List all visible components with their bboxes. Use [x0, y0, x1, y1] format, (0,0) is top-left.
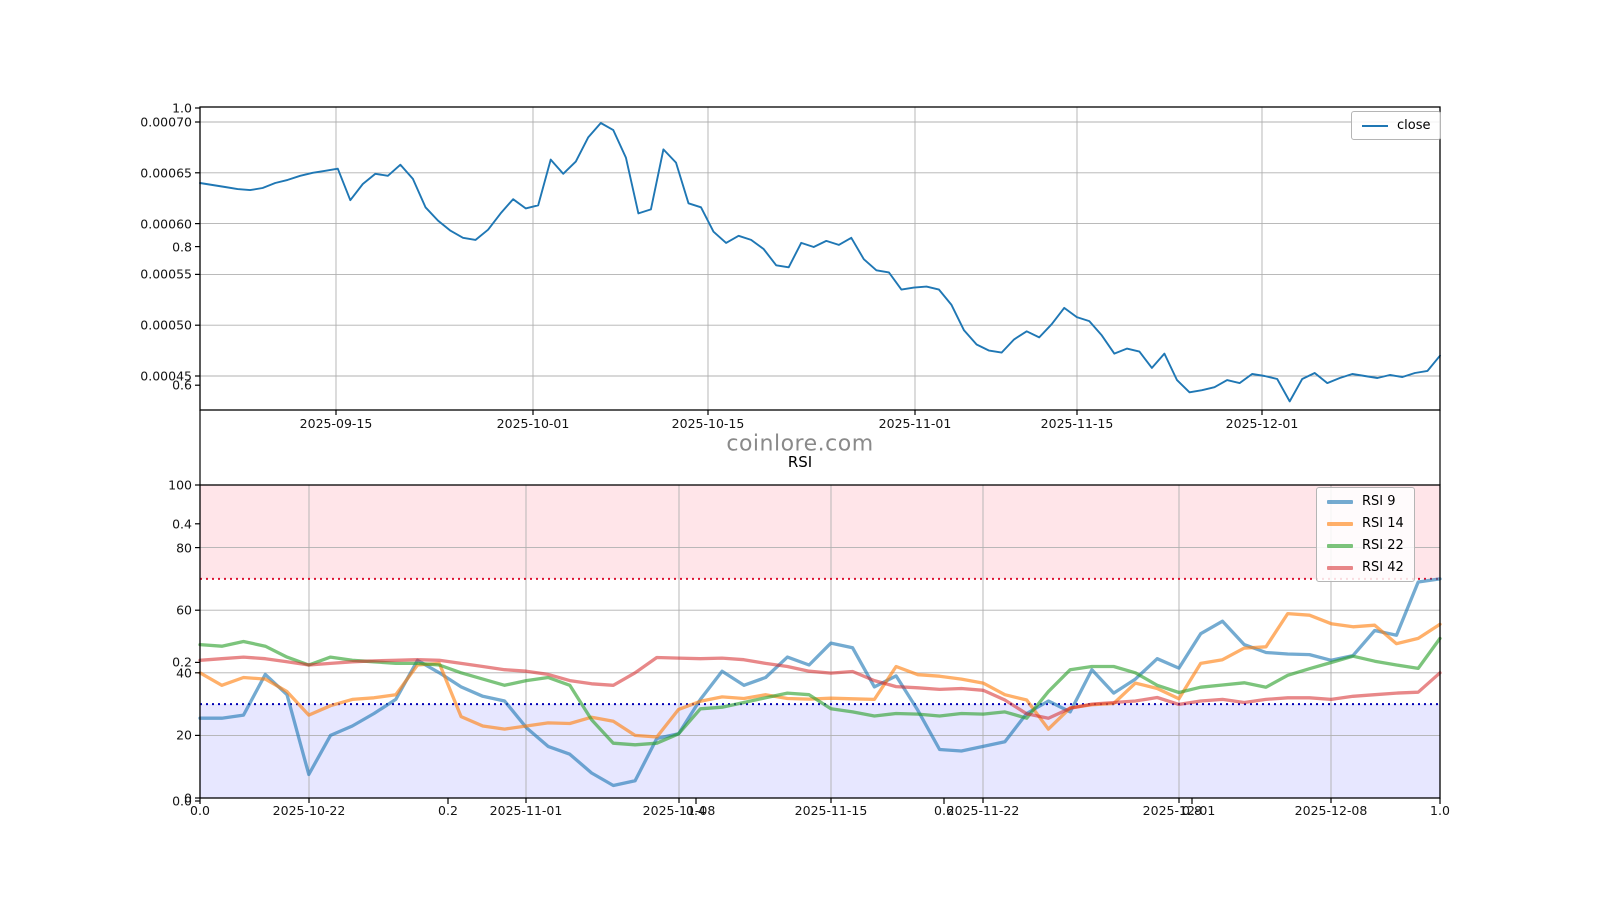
- legend-item-rsi14: RSI 14: [1327, 516, 1404, 531]
- hidden-axis-x-tick-label: 0.8: [1182, 803, 1202, 818]
- hidden-axis-x-tick-label: 0.2: [438, 803, 458, 818]
- price-y-tick-label: 0.00055: [140, 266, 192, 282]
- rsi-y-tick-label: 20: [176, 727, 192, 743]
- rsi22-line-swatch: [1327, 543, 1353, 548]
- rsi-x-tick-label: 2025-11-22: [946, 803, 1020, 818]
- rsi-x-tick-label: 2025-11-08: [642, 803, 716, 818]
- price-y-tick-label: 0.00060: [140, 216, 192, 232]
- hidden-axis-y-tick-label: 0.8: [172, 239, 192, 255]
- rsi14-line-swatch: [1327, 521, 1353, 526]
- price-x-tick-label: 2025-10-15: [671, 416, 745, 431]
- price-x-tick-label: 2025-10-01: [496, 416, 570, 431]
- hidden-axis-x-tick-label: 0.6: [934, 803, 954, 818]
- rsi-x-tick-label: 2025-11-15: [794, 803, 868, 818]
- rsi-x-tick-label: 2025-11-01: [489, 803, 563, 818]
- hidden-axis-y-tick-label: 0.4: [172, 516, 192, 532]
- hidden-axis-x-tick-label: 1.0: [1430, 803, 1450, 818]
- price-y-tick-label: 0.00065: [140, 165, 192, 181]
- rsi-y-tick-label: 80: [176, 540, 192, 556]
- rsi-x-tick-label: 2025-12-01: [1142, 803, 1216, 818]
- close-line-swatch: [1362, 124, 1388, 127]
- rsi-x-tick-label: 2025-10-22: [272, 803, 346, 818]
- legend-label-rsi14: RSI 14: [1362, 516, 1404, 531]
- price-y-tick-label: 0.00050: [140, 317, 192, 333]
- rsi-y-tick-label: 0: [184, 790, 192, 806]
- price-x-tick-label: 2025-09-15: [299, 416, 373, 431]
- hidden-axis-y-tick-label: 1.0: [172, 100, 192, 116]
- rsi-chart-title: RSI: [787, 453, 813, 471]
- watermark: coinlore.com: [726, 431, 874, 457]
- rsi-y-tick-label: 40: [176, 665, 192, 681]
- rsi-x-tick-label: 2025-12-08: [1294, 803, 1368, 818]
- legend-label-rsi42: RSI 42: [1362, 560, 1404, 575]
- legend-label-rsi22: RSI 22: [1362, 538, 1404, 553]
- price-legend: close: [1351, 111, 1442, 140]
- rsi-y-tick-label: 60: [176, 602, 192, 618]
- price-x-tick-label: 2025-12-01: [1225, 416, 1299, 431]
- price-x-tick-label: 2025-11-15: [1040, 416, 1114, 431]
- rsi42-line-swatch: [1327, 565, 1353, 570]
- rsi9-line-swatch: [1327, 499, 1353, 504]
- price-x-tick-label: 2025-11-01: [878, 416, 952, 431]
- hidden-axis-y-tick-label: 0.2: [172, 654, 192, 670]
- legend-label-rsi9: RSI 9: [1362, 494, 1396, 509]
- legend-label-close: close: [1397, 118, 1431, 133]
- rsi-y-tick-label: 100: [168, 477, 192, 493]
- legend-item-rsi22: RSI 22: [1327, 538, 1404, 553]
- legend-item-close: close: [1362, 118, 1430, 133]
- price-y-tick-label: 0.00045: [140, 368, 192, 384]
- hidden-axis-x-tick-label: 0.0: [190, 803, 210, 818]
- legend-item-rsi42: RSI 42: [1327, 560, 1404, 575]
- hidden-axis-y-tick-label: 0.0: [172, 793, 192, 809]
- legend-item-rsi9: RSI 9: [1327, 494, 1404, 509]
- hidden-axis-y-tick-label: 0.6: [172, 377, 192, 393]
- price-y-tick-label: 0.00070: [140, 114, 192, 130]
- hidden-axis-x-tick-label: 0.4: [686, 803, 706, 818]
- rsi-legend: RSI 9 RSI 14 RSI 22 RSI 42: [1316, 487, 1415, 582]
